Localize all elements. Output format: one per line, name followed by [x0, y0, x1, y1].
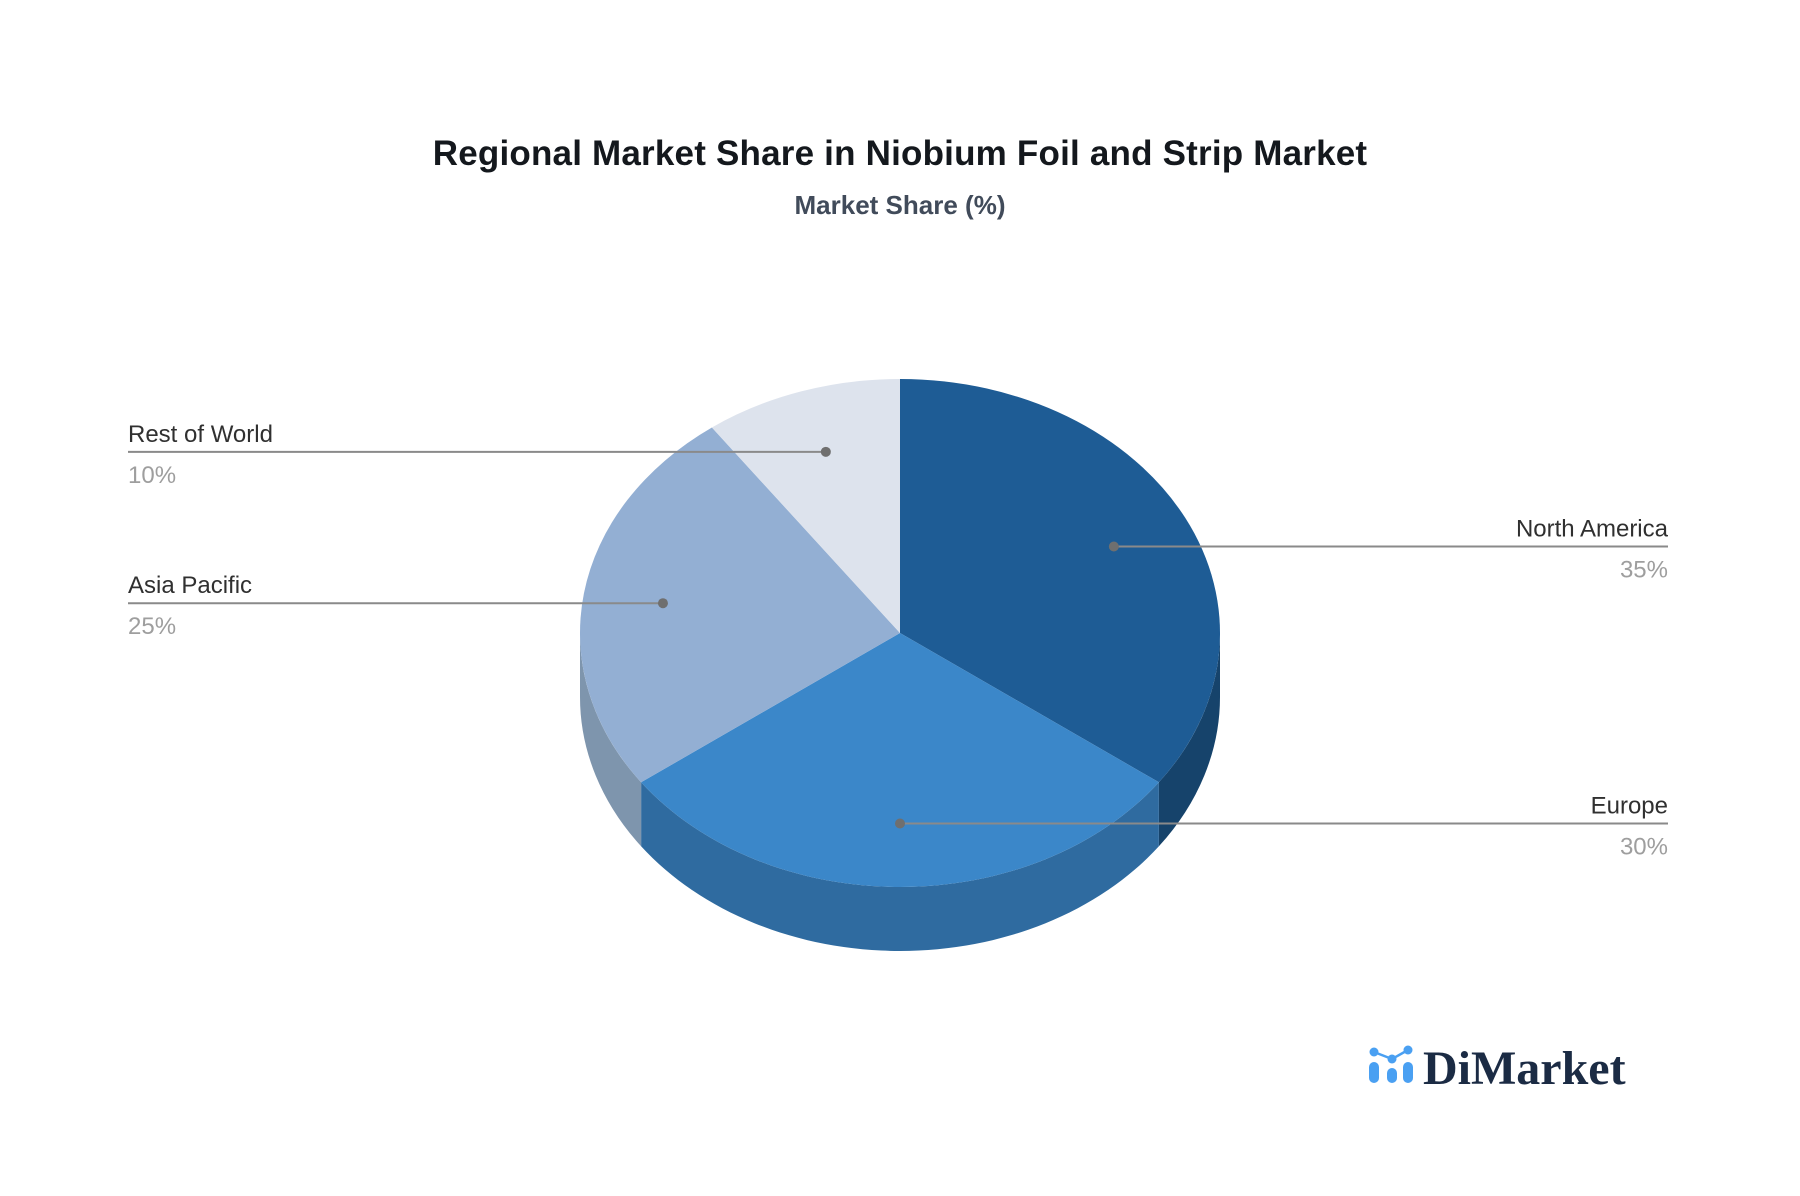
pie-3d-sides [580, 633, 1220, 951]
bar-chart-icon [1369, 1045, 1413, 1083]
pie-slice-north-america[interactable] [900, 379, 1220, 783]
chart-title: Regional Market Share in Niobium Foil an… [432, 134, 1368, 173]
pie-slice-side-north-america [1158, 633, 1220, 847]
pie-slice-asia-pacific[interactable] [580, 427, 900, 783]
chart-subtitle: Market Share (%) [794, 190, 1006, 220]
dimarket-logo: DiMarket [1369, 1042, 1626, 1095]
slice-value-north-america: 35% [1620, 557, 1668, 584]
slice-value-rest-of-world: 10% [128, 462, 176, 489]
slice-label-europe: Europe [1591, 793, 1668, 820]
dimarket-logo-text: DiMarket [1423, 1042, 1626, 1095]
slice-label-rest-of-world: Rest of World [128, 421, 273, 448]
pie-slice-side-europe [641, 782, 1159, 951]
pie-slice-rest-of-world[interactable] [711, 379, 900, 633]
pie-callouts: North America 35% Europe 30% Asia Pacific 25%… [128, 421, 1669, 861]
callout-dot-asia-pacific [657, 598, 668, 609]
callout-dot-north-america [1108, 541, 1119, 552]
callout-dot-europe [895, 818, 905, 829]
pie-slice-side-asia-pacific [580, 633, 642, 847]
pie-slices [580, 379, 1220, 887]
slice-value-europe: 30% [1620, 834, 1668, 861]
slice-value-asia-pacific: 25% [128, 613, 176, 640]
callout-dot-rest-of-world [820, 446, 831, 457]
slice-label-north-america: North America [1516, 516, 1669, 543]
slice-label-asia-pacific: Asia Pacific [128, 572, 252, 599]
